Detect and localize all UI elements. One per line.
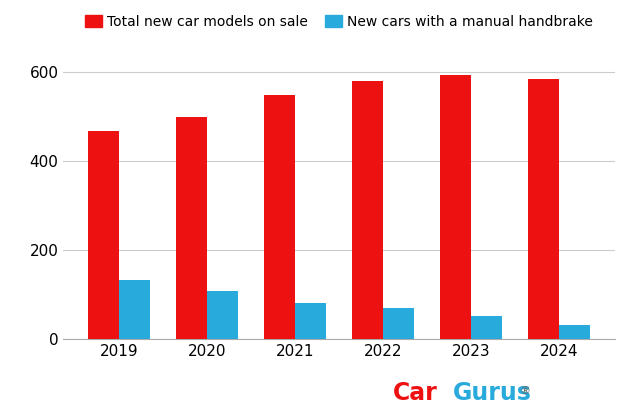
Bar bbox=[528, 79, 559, 339]
Bar bbox=[119, 280, 150, 339]
Bar bbox=[89, 131, 119, 339]
Bar bbox=[264, 95, 295, 339]
Legend: Total new car models on sale, New cars with a manual handbrake: Total new car models on sale, New cars w… bbox=[80, 9, 598, 34]
Bar bbox=[441, 75, 471, 339]
Bar bbox=[383, 309, 414, 339]
Text: ®: ® bbox=[520, 387, 531, 396]
Bar bbox=[559, 325, 590, 339]
Bar bbox=[295, 303, 326, 339]
Bar bbox=[176, 117, 207, 339]
Bar bbox=[353, 81, 383, 339]
Bar bbox=[207, 291, 238, 339]
Bar bbox=[471, 316, 502, 339]
Text: Car: Car bbox=[393, 381, 438, 405]
Text: Gurus: Gurus bbox=[453, 381, 532, 405]
